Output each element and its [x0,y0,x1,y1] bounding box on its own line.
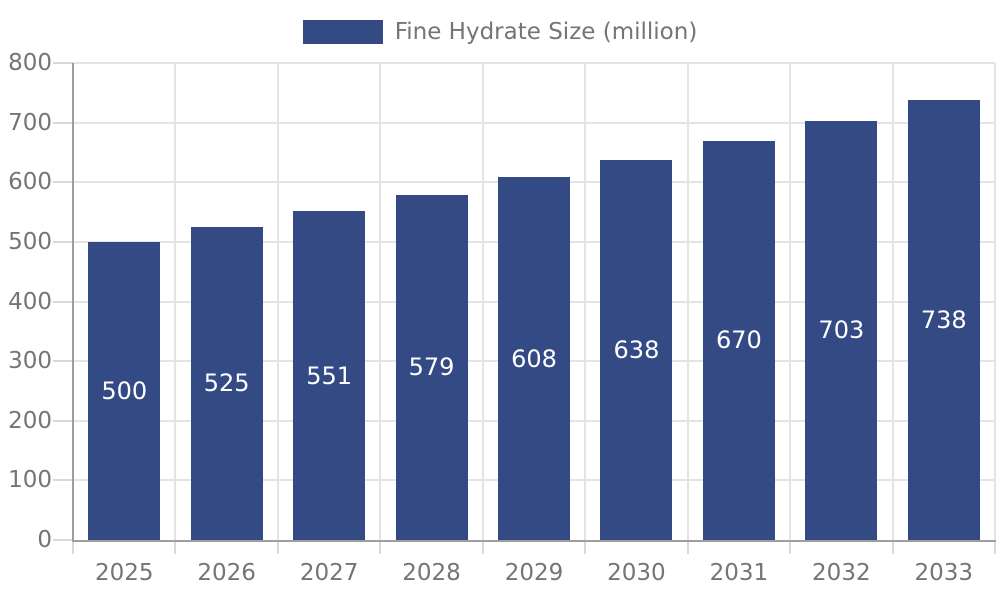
y-axis-tick [53,181,73,184]
y-axis-tick [53,479,73,482]
grid-line-horizontal [73,121,995,124]
bar-value-label: 579 [408,353,455,382]
y-axis-tick-label: 100 [8,467,52,494]
x-axis-tick [72,542,74,554]
x-axis-tick-label: 2027 [299,560,359,586]
x-axis-tick-label: 2029 [504,560,564,586]
x-axis-tick-label: 2030 [607,560,666,586]
legend-swatch [302,20,383,44]
x-axis-tick [276,542,279,554]
grid-line-vertical [276,63,279,540]
y-axis-line [72,63,74,542]
x-axis-tick-label: 2033 [914,560,974,586]
bar-value-label: 608 [511,344,557,373]
bar-value-label: 638 [613,335,660,364]
x-axis-tick-label: 2032 [812,560,871,586]
bar-value-label: 670 [715,326,762,355]
grid-line-vertical [174,63,177,540]
x-axis-tick [789,542,792,554]
y-axis-tick-label: 700 [8,109,52,136]
bar-value-label: 500 [101,376,148,405]
bar-2033[interactable] [907,99,980,540]
legend-label: Fine Hydrate Size (million) [394,19,698,45]
grid-line-vertical [686,63,689,540]
y-axis-tick-label: 800 [8,50,52,76]
x-axis-tick [994,542,996,554]
grid-line-vertical [789,63,792,540]
grid-line-vertical [481,63,484,540]
grid-line-horizontal [73,62,995,64]
bar-2026[interactable] [190,226,263,540]
y-axis-tick-label: 0 [37,527,52,553]
y-axis-tick [53,300,73,303]
y-axis-tick [53,360,73,363]
y-axis-tick [53,121,73,124]
y-axis-tick-label: 400 [8,288,52,315]
bar-value-label: 738 [920,305,967,334]
y-axis-tick-label: 200 [8,407,52,434]
y-axis-tick-label: 600 [8,169,52,196]
x-axis-tick-label: 2031 [709,560,769,586]
x-axis-tick-label: 2026 [197,560,256,586]
legend[interactable]: Fine Hydrate Size (million) [0,19,1000,45]
x-axis-tick [584,542,587,554]
bar-2025[interactable] [88,241,161,540]
y-axis-tick [53,539,73,541]
bar-2027[interactable] [293,211,366,540]
x-axis-tick-label: 2025 [94,560,154,586]
y-axis-tick-label: 500 [8,228,52,255]
bar-2032[interactable] [805,120,878,540]
x-axis-tick [891,542,894,554]
grid-line-vertical [584,63,587,540]
bar-2029[interactable] [498,177,570,540]
y-axis-tick-label: 300 [8,348,52,375]
y-axis-tick [53,62,73,64]
bar-2031[interactable] [702,140,775,540]
grid-line-vertical [379,63,382,540]
bar-2028[interactable] [395,194,468,540]
grid-line-vertical [891,63,894,540]
bar-value-label: 525 [203,369,250,398]
y-axis-tick [53,240,73,243]
bar-value-label: 551 [306,361,353,390]
x-axis-tick [379,542,382,554]
x-axis-line [72,540,996,542]
grid-line-vertical [994,63,996,540]
bar-value-label: 703 [818,316,865,345]
x-axis-tick-label: 2028 [402,560,461,586]
x-axis-tick [174,542,177,554]
x-axis-tick [481,542,484,554]
y-axis-tick [53,419,73,422]
x-axis-tick [686,542,689,554]
bar-2030[interactable] [600,159,673,540]
